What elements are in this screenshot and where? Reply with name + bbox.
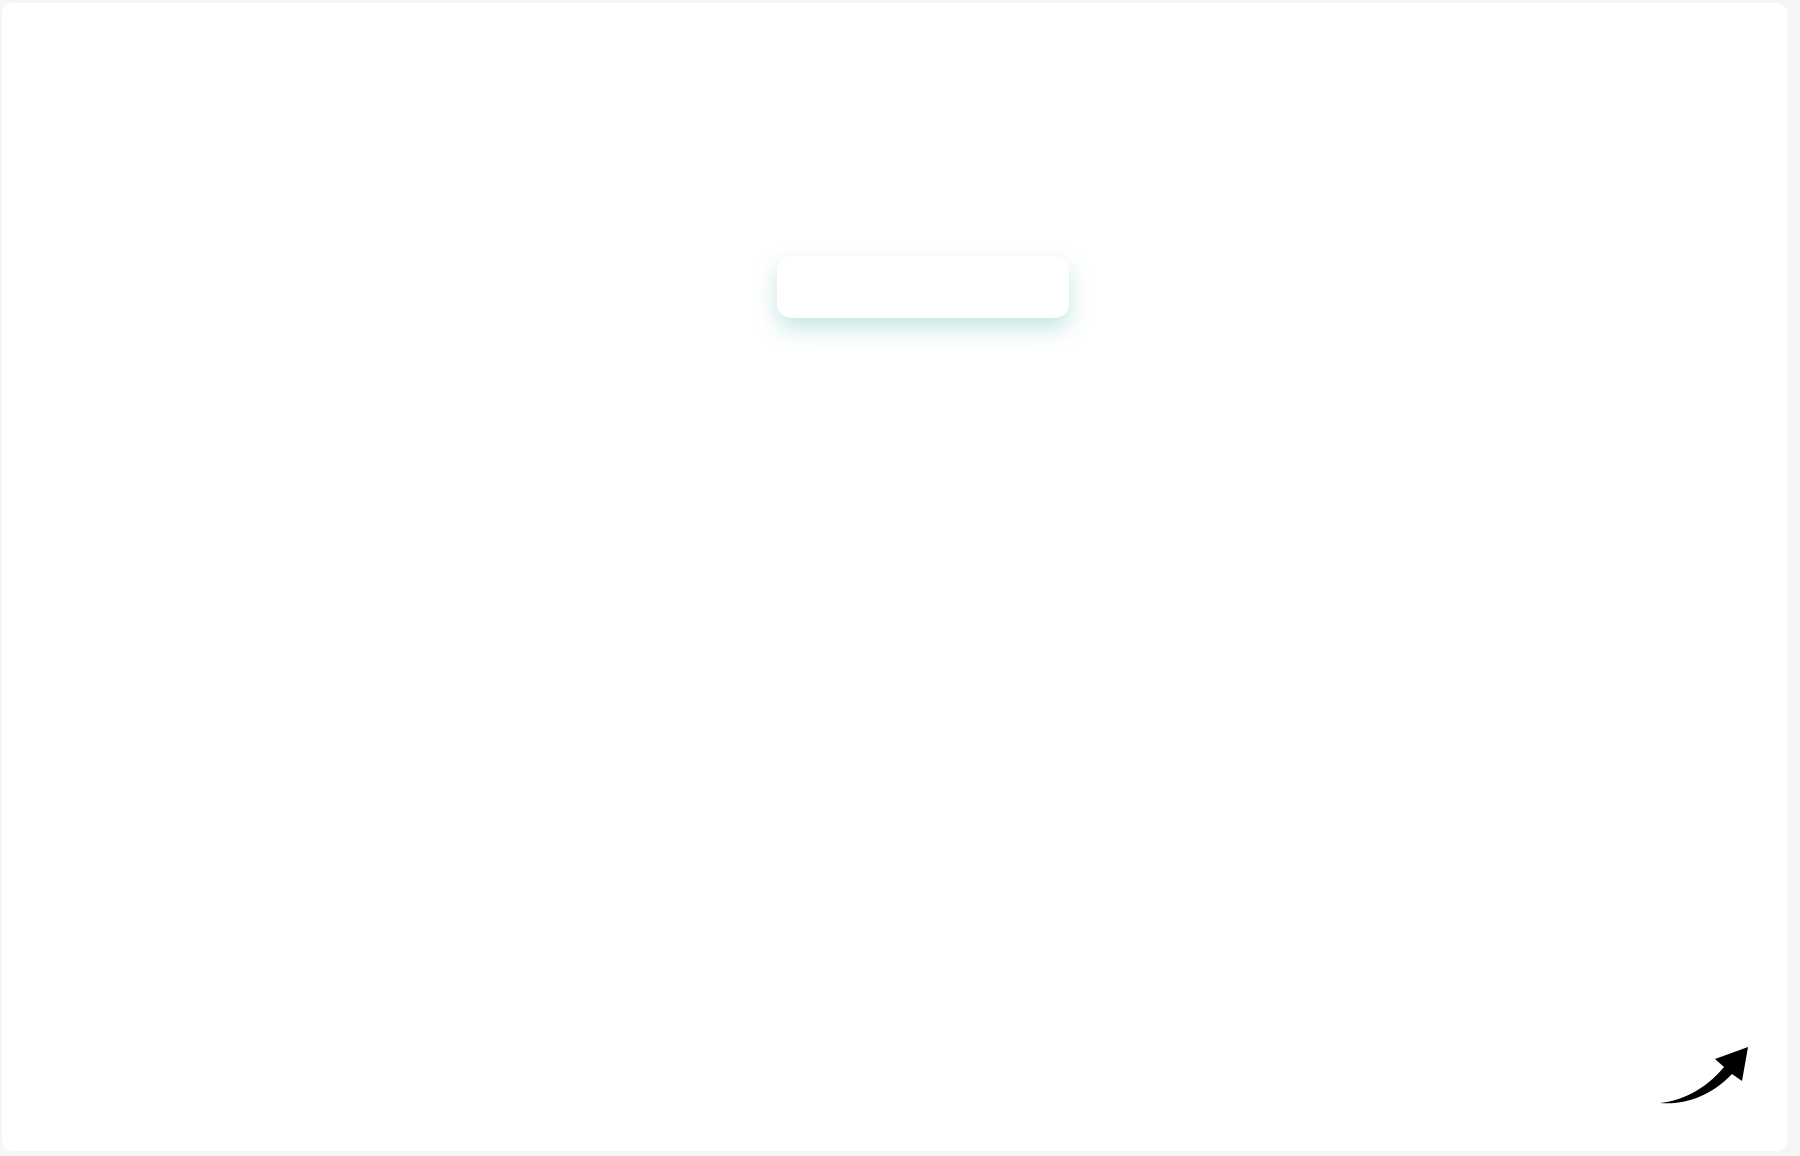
logo-arrow-icon	[1660, 1047, 1748, 1104]
bar-chart	[2, 3, 1787, 1151]
amr-logo	[1530, 1035, 1748, 1115]
chart-card	[2, 3, 1787, 1151]
